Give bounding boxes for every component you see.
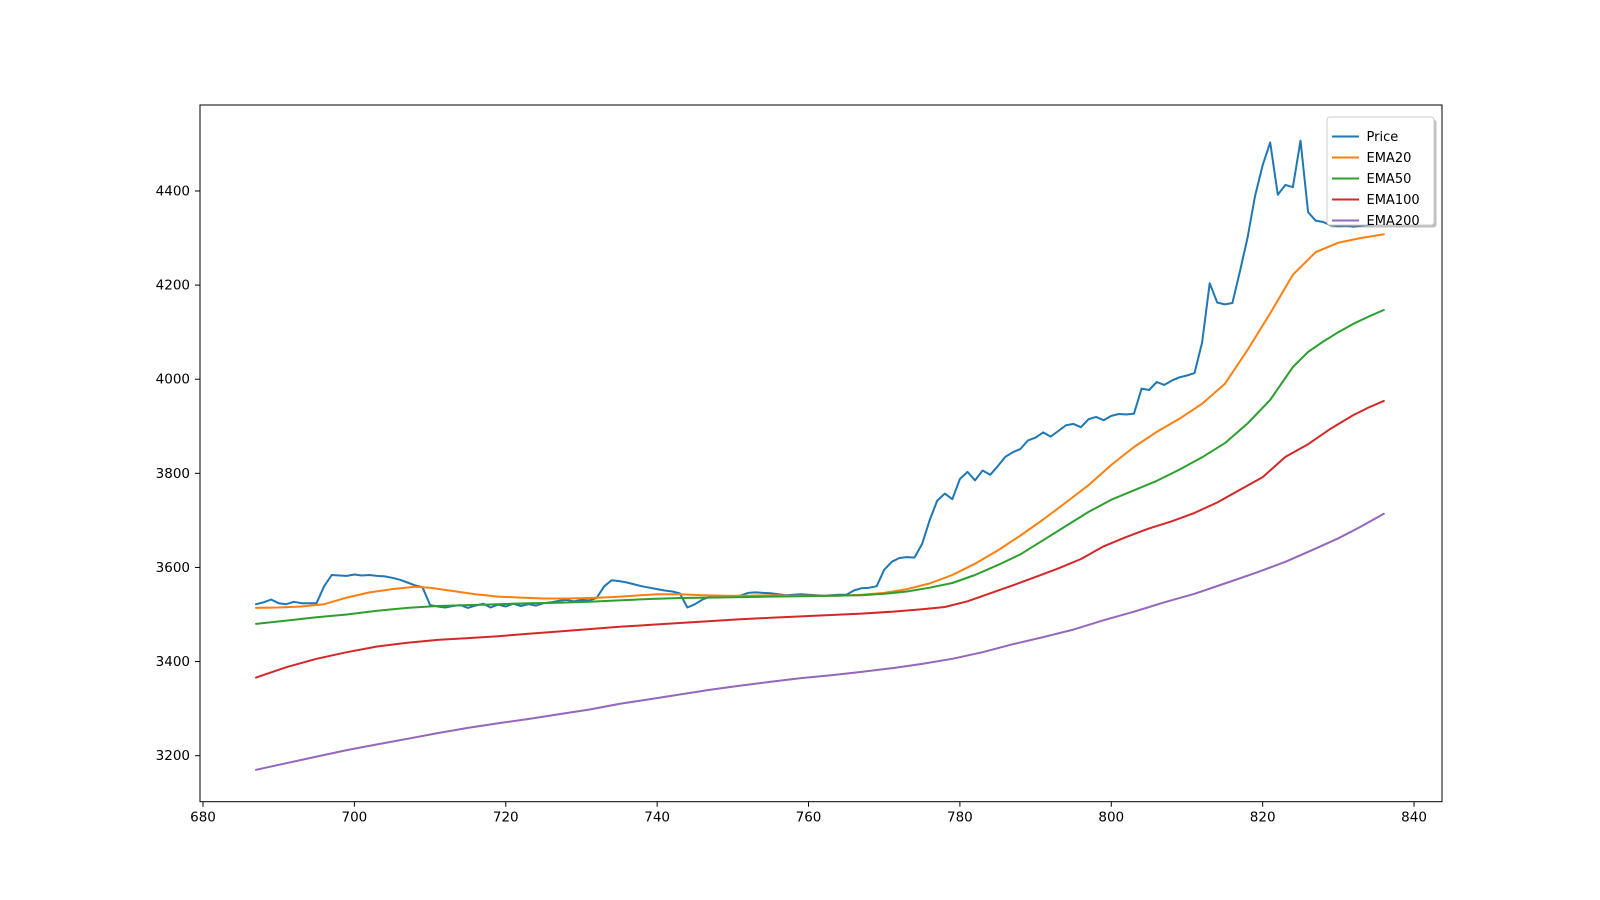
series-line-ema20 — [255, 233, 1385, 609]
series-line-ema100 — [255, 399, 1385, 679]
legend-label-ema20: EMA20 — [1367, 151, 1412, 166]
legend-label-ema50: EMA50 — [1367, 172, 1412, 187]
x-tick-label: 740 — [644, 810, 670, 826]
series-line-ema50 — [255, 309, 1385, 625]
y-tick-label: 3400 — [156, 654, 190, 670]
x-tick-label: 840 — [1401, 810, 1427, 826]
series-layer — [255, 139, 1385, 771]
y-tick-label: 4400 — [156, 183, 190, 199]
x-tick-label: 760 — [796, 810, 822, 826]
x-tick-label: 780 — [947, 810, 973, 826]
axes-layer: 680 700 720 740 760 780 800 820 840 3200 3400 3600 3… — [156, 104, 1443, 826]
series-line-price — [255, 139, 1385, 609]
y-tick-label: 3600 — [156, 560, 190, 576]
x-tick-label: 820 — [1250, 810, 1276, 826]
y-tick-label: 4200 — [156, 278, 190, 294]
x-tick-label: 800 — [1098, 810, 1124, 826]
legend: Price EMA20 EMA50 EMA100 EMA200 — [1326, 116, 1437, 229]
x-tick-label: 700 — [341, 810, 367, 826]
legend-label-price: Price — [1367, 130, 1399, 145]
y-tick-label: 3800 — [156, 466, 190, 482]
plot-frame — [199, 104, 1443, 803]
y-tick-label: 3200 — [156, 748, 190, 764]
legend-box — [1326, 116, 1435, 226]
series-line-ema200 — [255, 512, 1385, 771]
legend-label-ema200: EMA200 — [1367, 214, 1420, 229]
x-tick-label: 720 — [493, 810, 519, 826]
x-tick-label: 680 — [190, 810, 216, 826]
y-tick-label: 4000 — [156, 372, 190, 388]
legend-label-ema100: EMA100 — [1367, 193, 1420, 208]
